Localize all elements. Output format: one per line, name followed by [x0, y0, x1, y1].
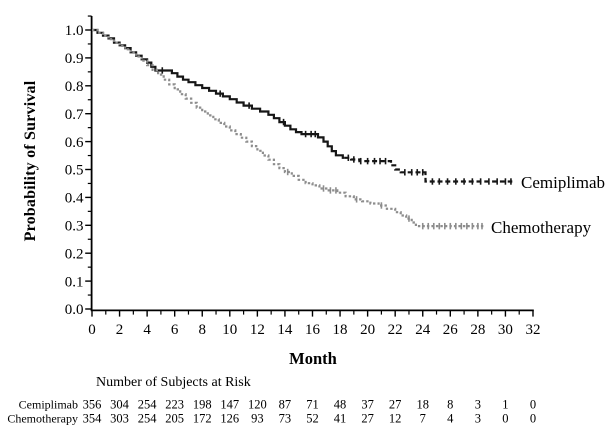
x-tick-label: 10	[222, 322, 237, 338]
x-tick-label: 32	[525, 322, 540, 338]
x-tick-label: 2	[116, 322, 124, 338]
risk-value: 4	[447, 411, 454, 425]
risk-value: 8	[447, 397, 454, 411]
y-tick-label: 1.0	[65, 23, 84, 39]
risk-row-label: Cemiplimab	[18, 397, 78, 411]
risk-value: 37	[361, 397, 374, 411]
risk-value: 223	[165, 397, 185, 411]
y-tick-label: 0.4	[65, 191, 84, 207]
x-tick-label: 26	[443, 322, 459, 338]
risk-value: 3	[474, 411, 481, 425]
risk-value: 356	[82, 397, 102, 411]
x-tick-label: 6	[171, 322, 179, 338]
risk-table-title: Number of Subjects at Risk	[96, 375, 251, 390]
risk-value: 120	[247, 397, 267, 411]
risk-value: 93	[251, 411, 264, 425]
risk-value: 0	[529, 397, 537, 411]
curve-chemotherapy	[92, 28, 484, 228]
risk-value: 354	[82, 411, 102, 425]
y-tick-label: 0.5	[65, 163, 84, 179]
curve-cemiplimab	[92, 28, 345, 159]
risk-value: 0	[502, 411, 509, 425]
y-tick-label: 0.1	[65, 274, 84, 290]
risk-value: 254	[137, 411, 157, 425]
risk-value: 126	[220, 411, 240, 425]
x-tick-label: 12	[250, 322, 265, 338]
x-tick-label: 20	[360, 322, 375, 338]
risk-value: 27	[388, 397, 402, 411]
x-tick-label: 18	[333, 322, 348, 338]
risk-value: 205	[165, 411, 185, 425]
risk-row-label: Chemotherapy	[7, 411, 78, 425]
risk-value: 12	[388, 411, 402, 425]
risk-value: 3	[474, 397, 481, 411]
x-tick-label: 16	[305, 322, 321, 338]
risk-value: 147	[220, 397, 240, 411]
x-tick-label: 4	[143, 322, 151, 338]
risk-value: 71	[306, 397, 319, 411]
risk-value: 87	[278, 397, 292, 411]
y-axis-title: Probability of Survival	[22, 80, 39, 242]
risk-value: 48	[333, 397, 347, 411]
risk-value: 303	[110, 411, 129, 425]
risk-value: 0	[529, 411, 537, 425]
risk-value: 27	[361, 411, 374, 425]
risk-value: 73	[278, 411, 292, 425]
y-tick-label: 0.3	[65, 219, 84, 235]
risk-value: 254	[137, 397, 157, 411]
risk-value: 198	[192, 397, 212, 411]
x-tick-label: 22	[388, 322, 403, 338]
risk-value: 1	[502, 397, 509, 411]
risk-value: 41	[333, 411, 347, 425]
y-tick-label: 0.2	[65, 246, 84, 262]
risk-value: 172	[192, 411, 212, 425]
series-label-chemotherapy: Chemotherapy	[491, 218, 592, 237]
x-axis-title: Month	[289, 349, 337, 368]
y-tick-label: 0.6	[65, 135, 84, 151]
x-tick-label: 24	[415, 322, 431, 338]
y-tick-label: 0.0	[65, 302, 84, 318]
curve-cemiplimab-dashed	[344, 156, 513, 183]
risk-value: 52	[306, 411, 319, 425]
x-tick-label: 8	[198, 322, 206, 338]
risk-value: 304	[110, 397, 129, 411]
x-tick-label: 0	[88, 322, 96, 338]
x-tick-label: 30	[498, 322, 513, 338]
y-tick-label: 0.9	[65, 51, 84, 67]
y-tick-label: 0.8	[65, 79, 84, 95]
series-label-cemiplimab: Cemiplimab	[521, 173, 606, 192]
y-tick-label: 0.7	[65, 107, 84, 123]
x-tick-label: 14	[277, 322, 293, 338]
risk-value: 7	[419, 411, 426, 425]
risk-value: 18	[416, 397, 429, 411]
x-tick-label: 28	[470, 322, 485, 338]
